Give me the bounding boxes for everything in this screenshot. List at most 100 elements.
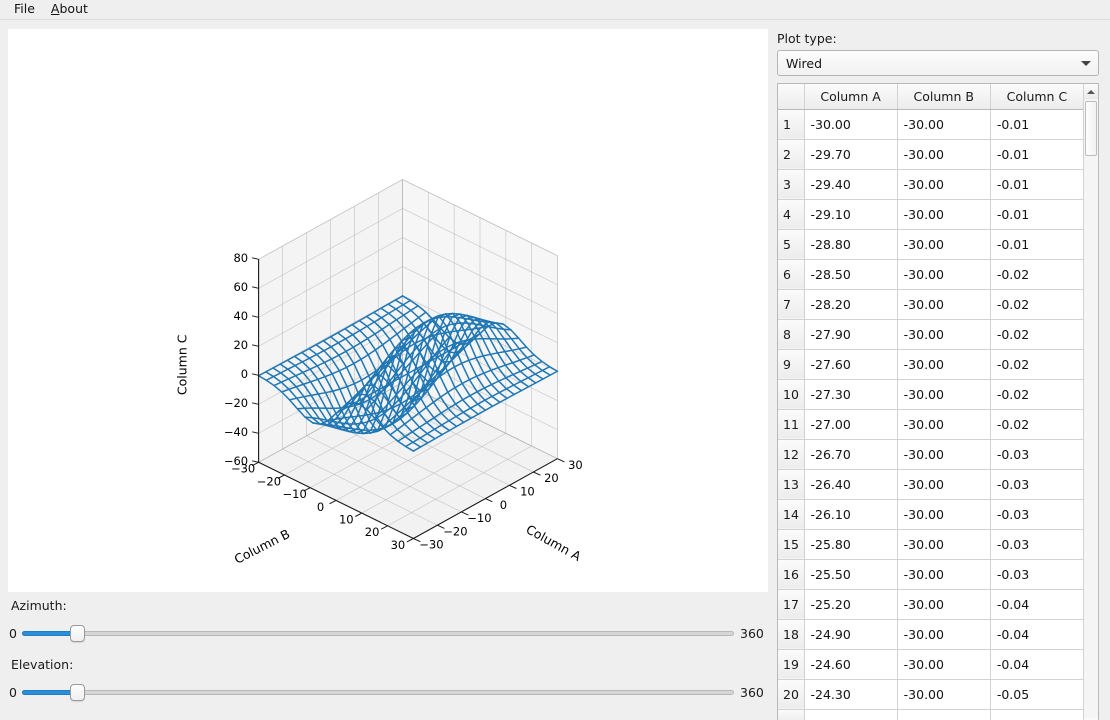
table-cell-column-b[interactable]: -30.00	[897, 409, 991, 440]
menu-item-file[interactable]: File	[14, 1, 35, 16]
table-cell-partial[interactable]	[897, 709, 991, 720]
table-cell-column-b[interactable]: -30.00	[897, 319, 991, 350]
table-cell-column-a[interactable]: -29.70	[804, 139, 898, 170]
table-cell-column-c[interactable]: -0.03	[990, 439, 1083, 470]
table-row-number[interactable]: 5	[778, 229, 805, 260]
table-cell-column-b[interactable]: -30.00	[897, 229, 991, 260]
table-row-number[interactable]: 7	[778, 289, 805, 320]
table-cell-column-a[interactable]: -27.00	[804, 409, 898, 440]
table-cell-column-b[interactable]: -30.00	[897, 499, 991, 530]
table-row-number[interactable]	[778, 709, 805, 720]
table-cell-column-b[interactable]: -30.00	[897, 439, 991, 470]
table-cell-column-a[interactable]: -24.90	[804, 619, 898, 650]
table-cell-column-c[interactable]: -0.05	[990, 679, 1083, 710]
table-row[interactable]: 17 -25.20 -30.00 -0.04	[778, 589, 1083, 620]
table-cell-column-b[interactable]: -30.00	[897, 649, 991, 680]
table-row[interactable]: 10 -27.30 -30.00 -0.02	[778, 379, 1083, 410]
table-cell-column-c[interactable]: -0.03	[990, 469, 1083, 500]
table-row[interactable]: 1 -30.00 -30.00 -0.01	[778, 109, 1083, 140]
table-row-number[interactable]: 3	[778, 169, 805, 200]
plot-type-dropdown[interactable]: Wired	[777, 50, 1099, 76]
table-row[interactable]: 11 -27.00 -30.00 -0.02	[778, 409, 1083, 440]
table-cell-column-a[interactable]: -30.00	[804, 109, 898, 140]
table-row-number[interactable]: 8	[778, 319, 805, 350]
table-cell-column-a[interactable]: -25.80	[804, 529, 898, 560]
data-table-scroll-view[interactable]: Column A Column B Column C 1 -30.00 -30.00…	[778, 84, 1083, 720]
table-cell-column-b[interactable]: -30.00	[897, 469, 991, 500]
table-cell-column-b[interactable]: -30.00	[897, 559, 991, 590]
table-row-number[interactable]: 18	[778, 619, 805, 650]
table-vertical-scrollbar[interactable]	[1083, 84, 1098, 720]
elevation-groove[interactable]	[22, 690, 734, 695]
table-row[interactable]: 19 -24.60 -30.00 -0.04	[778, 649, 1083, 680]
table-cell-column-c[interactable]: -0.02	[990, 289, 1083, 320]
table-row[interactable]: 3 -29.40 -30.00 -0.01	[778, 169, 1083, 200]
table-cell-column-c[interactable]: -0.01	[990, 139, 1083, 170]
table-row-partial[interactable]	[778, 709, 1083, 720]
table-cell-column-a[interactable]: -27.30	[804, 379, 898, 410]
table-row-number[interactable]: 9	[778, 349, 805, 380]
table-cell-column-b[interactable]: -30.00	[897, 169, 991, 200]
table-cell-column-c[interactable]: -0.02	[990, 379, 1083, 410]
elevation-slider[interactable]	[22, 681, 734, 703]
table-row[interactable]: 5 -28.80 -30.00 -0.01	[778, 229, 1083, 260]
table-cell-column-b[interactable]: -30.00	[897, 349, 991, 380]
table-cell-column-a[interactable]: -24.30	[804, 679, 898, 710]
table-header-column-b[interactable]: Column B	[897, 84, 991, 110]
table-row[interactable]: 15 -25.80 -30.00 -0.03	[778, 529, 1083, 560]
elevation-handle[interactable]	[70, 684, 86, 701]
table-row-number[interactable]: 16	[778, 559, 805, 590]
table-cell-column-c[interactable]: -0.03	[990, 559, 1083, 590]
table-row[interactable]: 12 -26.70 -30.00 -0.03	[778, 439, 1083, 470]
table-row-number[interactable]: 19	[778, 649, 805, 680]
table-cell-column-b[interactable]: -30.00	[897, 529, 991, 560]
table-cell-column-b[interactable]: -30.00	[897, 259, 991, 290]
table-row-number[interactable]: 1	[778, 109, 805, 140]
table-row[interactable]: 16 -25.50 -30.00 -0.03	[778, 559, 1083, 590]
table-row-number[interactable]: 11	[778, 409, 805, 440]
table-cell-column-c[interactable]: -0.01	[990, 109, 1083, 140]
table-cell-column-b[interactable]: -30.00	[897, 379, 991, 410]
table-row[interactable]: 6 -28.50 -30.00 -0.02	[778, 259, 1083, 290]
table-row-number[interactable]: 20	[778, 679, 805, 710]
table-row-number[interactable]: 4	[778, 199, 805, 230]
table-cell-column-a[interactable]: -26.40	[804, 469, 898, 500]
table-row-number[interactable]: 17	[778, 589, 805, 620]
table-row-number[interactable]: 12	[778, 439, 805, 470]
table-cell-column-b[interactable]: -30.00	[897, 679, 991, 710]
table-cell-partial[interactable]	[990, 709, 1083, 720]
table-cell-column-c[interactable]: -0.04	[990, 649, 1083, 680]
table-cell-column-a[interactable]: -25.50	[804, 559, 898, 590]
table-cell-column-a[interactable]: -24.60	[804, 649, 898, 680]
azimuth-groove[interactable]	[22, 631, 734, 636]
table-cell-column-a[interactable]: -29.10	[804, 199, 898, 230]
table-cell-partial[interactable]	[804, 709, 898, 720]
table-cell-column-a[interactable]: -26.70	[804, 439, 898, 470]
azimuth-slider[interactable]	[22, 622, 734, 644]
table-cell-column-c[interactable]: -0.03	[990, 529, 1083, 560]
scrollbar-thumb[interactable]	[1085, 101, 1097, 156]
table-cell-column-a[interactable]: -29.40	[804, 169, 898, 200]
table-row[interactable]: 8 -27.90 -30.00 -0.02	[778, 319, 1083, 350]
table-row-number[interactable]: 13	[778, 469, 805, 500]
scrollbar-trough[interactable]	[1084, 99, 1098, 718]
table-row[interactable]: 7 -28.20 -30.00 -0.02	[778, 289, 1083, 320]
table-cell-column-b[interactable]: -30.00	[897, 289, 991, 320]
table-row[interactable]: 9 -27.60 -30.00 -0.02	[778, 349, 1083, 380]
table-cell-column-a[interactable]: -26.10	[804, 499, 898, 530]
azimuth-handle[interactable]	[70, 625, 86, 642]
table-cell-column-c[interactable]: -0.01	[990, 169, 1083, 200]
table-cell-column-b[interactable]: -30.00	[897, 109, 991, 140]
table-cell-column-a[interactable]: -27.90	[804, 319, 898, 350]
table-row-number[interactable]: 15	[778, 529, 805, 560]
table-row[interactable]: 18 -24.90 -30.00 -0.04	[778, 619, 1083, 650]
table-row-number[interactable]: 2	[778, 139, 805, 170]
table-row[interactable]: 4 -29.10 -30.00 -0.01	[778, 199, 1083, 230]
table-cell-column-c[interactable]: -0.01	[990, 229, 1083, 260]
table-cell-column-c[interactable]: -0.03	[990, 499, 1083, 530]
table-cell-column-b[interactable]: -30.00	[897, 199, 991, 230]
table-row-number[interactable]: 10	[778, 379, 805, 410]
table-row-number[interactable]: 14	[778, 499, 805, 530]
table-row[interactable]: 2 -29.70 -30.00 -0.01	[778, 139, 1083, 170]
table-cell-column-a[interactable]: -28.20	[804, 289, 898, 320]
